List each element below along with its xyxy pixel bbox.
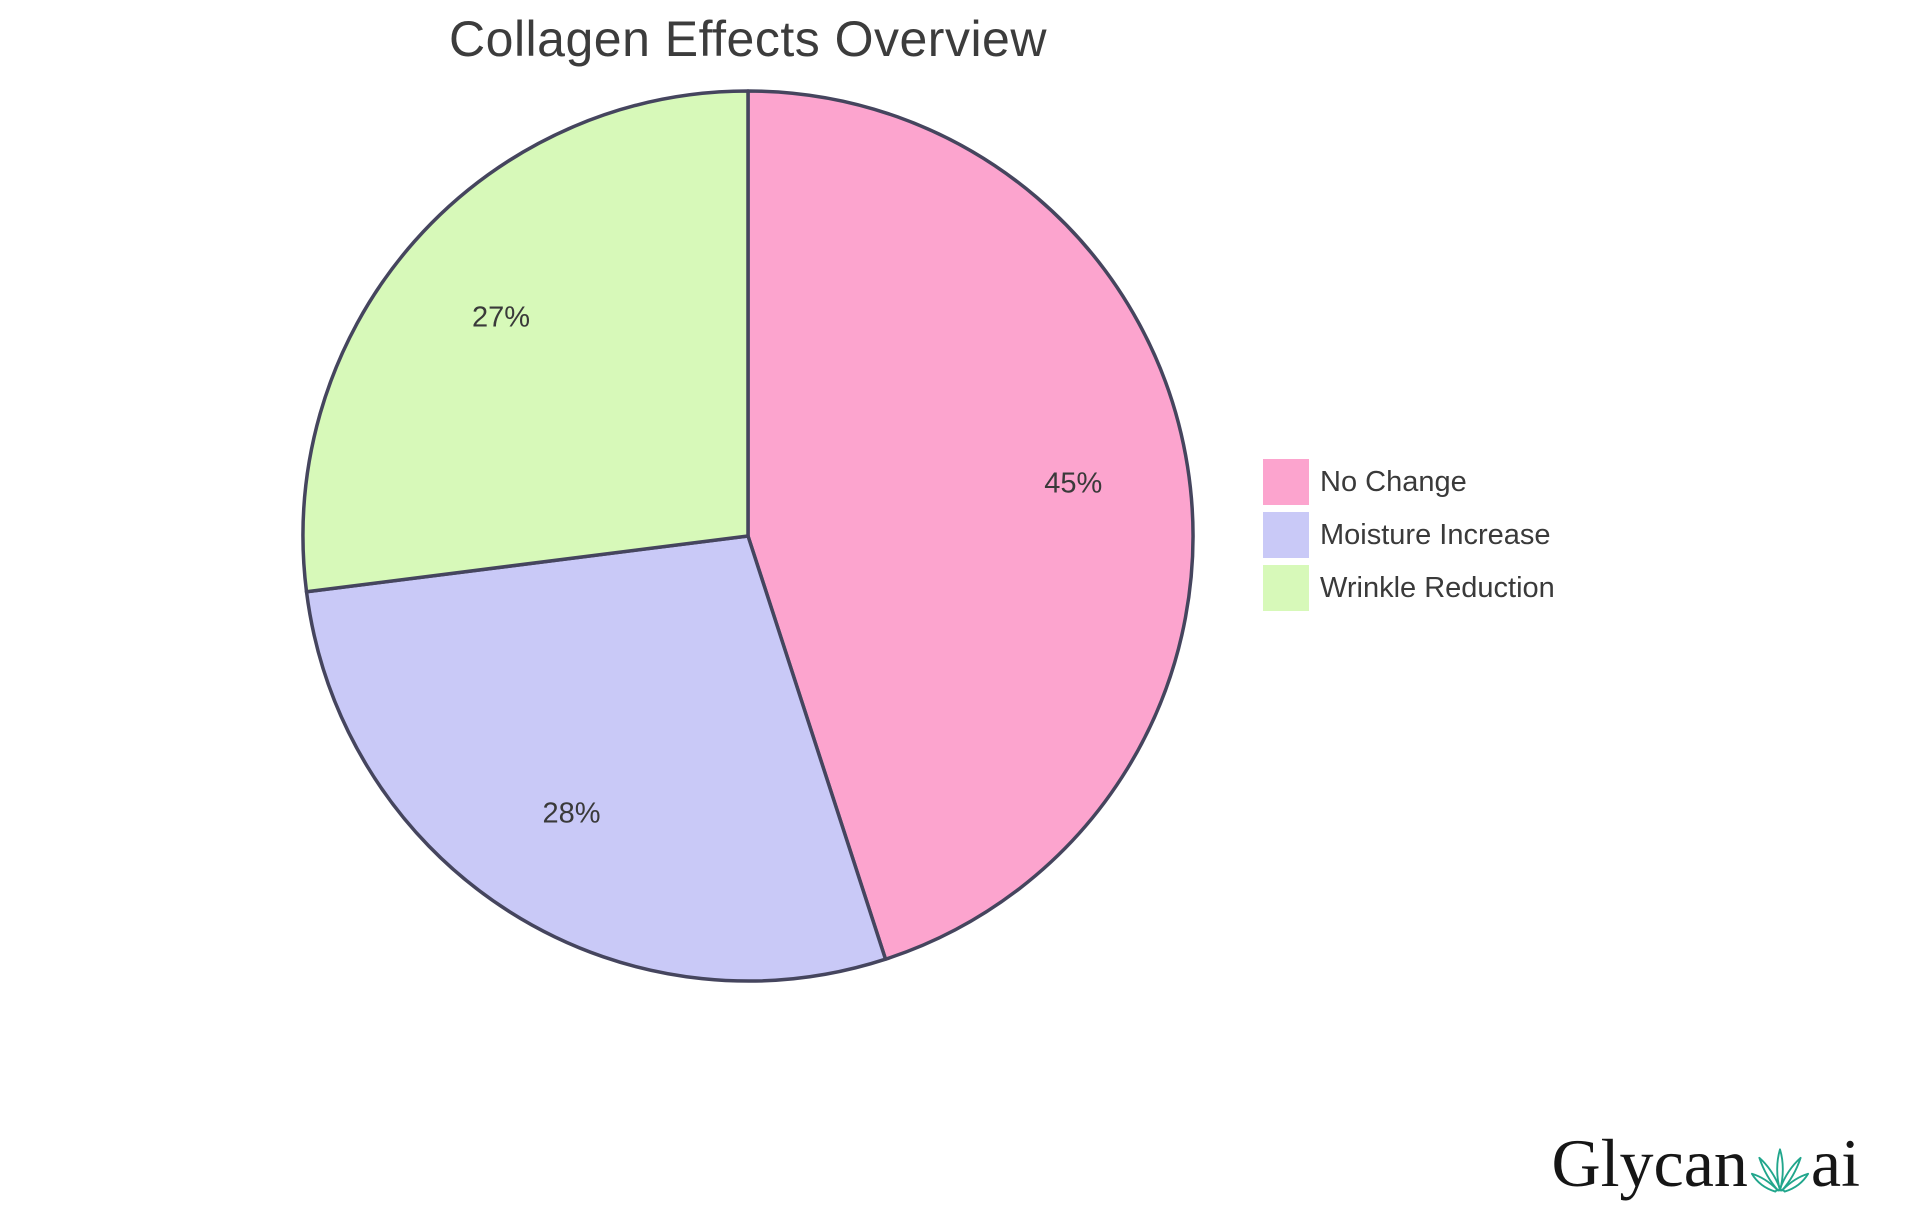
pie-slice-label-no-change: 45% — [1044, 467, 1103, 500]
legend-swatch-wrinkle-reduction — [1263, 565, 1309, 611]
legend-item-moisture-increase[interactable]: Moisture Increase — [1263, 512, 1555, 558]
legend-item-wrinkle-reduction[interactable]: Wrinkle Reduction — [1263, 565, 1555, 611]
legend-item-no-change[interactable]: No Change — [1263, 459, 1555, 505]
brand-text-right: ai — [1810, 1125, 1860, 1201]
legend-label: Wrinkle Reduction — [1320, 571, 1555, 604]
legend-label: Moisture Increase — [1320, 518, 1551, 551]
pie-slice-label-wrinkle-reduction: 27% — [471, 301, 531, 334]
chart-title: Collagen Effects Overview — [449, 11, 1047, 67]
legend-label: No Change — [1320, 465, 1467, 498]
legend-swatch-no-change — [1263, 459, 1309, 505]
legend-swatch-moisture-increase — [1263, 512, 1309, 558]
brand-text-left: Glycan — [1551, 1125, 1748, 1201]
aloe-plant-icon — [1750, 1148, 1809, 1193]
pie-slice-no-change[interactable] — [746, 89, 1195, 961]
pie-slice-label-moisture-increase: 28% — [542, 797, 601, 830]
brand-logo: Glycan ai — [1552, 1129, 1860, 1197]
pie-slice-moisture-increase[interactable] — [304, 534, 888, 983]
pie-slice-wrinkle-reduction[interactable] — [301, 89, 750, 594]
legend: No Change Moisture Increase Wrinkle Redu… — [1263, 459, 1555, 611]
